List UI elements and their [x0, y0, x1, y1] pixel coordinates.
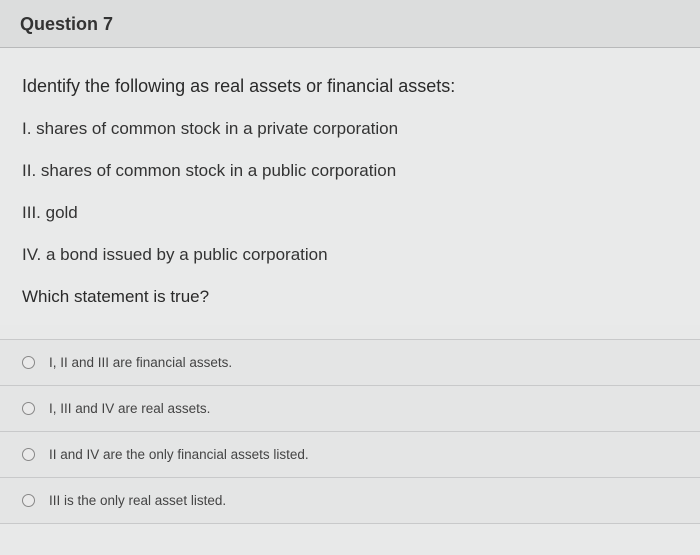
option-label: III is the only real asset listed.	[49, 493, 226, 508]
option-label: II and IV are the only financial assets …	[49, 447, 309, 462]
radio-icon[interactable]	[22, 494, 35, 507]
question-body: Identify the following as real assets or…	[0, 48, 700, 325]
radio-icon[interactable]	[22, 448, 35, 461]
option-label: I, II and III are financial assets.	[49, 355, 232, 370]
question-number: Question 7	[20, 14, 680, 35]
radio-icon[interactable]	[22, 356, 35, 369]
question-header: Question 7	[0, 0, 700, 48]
question-which: Which statement is true?	[22, 287, 678, 307]
radio-icon[interactable]	[22, 402, 35, 415]
option-row[interactable]: II and IV are the only financial assets …	[0, 432, 700, 478]
question-item-3: III. gold	[22, 203, 678, 223]
question-item-1: I. shares of common stock in a private c…	[22, 119, 678, 139]
option-row[interactable]: I, II and III are financial assets.	[0, 340, 700, 386]
question-container: Question 7 Identify the following as rea…	[0, 0, 700, 555]
option-row[interactable]: III is the only real asset listed.	[0, 478, 700, 524]
question-item-2: II. shares of common stock in a public c…	[22, 161, 678, 181]
options-list: I, II and III are financial assets. I, I…	[0, 339, 700, 524]
option-row[interactable]: I, III and IV are real assets.	[0, 386, 700, 432]
question-prompt: Identify the following as real assets or…	[22, 76, 678, 97]
option-label: I, III and IV are real assets.	[49, 401, 210, 416]
question-item-4: IV. a bond issued by a public corporatio…	[22, 245, 678, 265]
